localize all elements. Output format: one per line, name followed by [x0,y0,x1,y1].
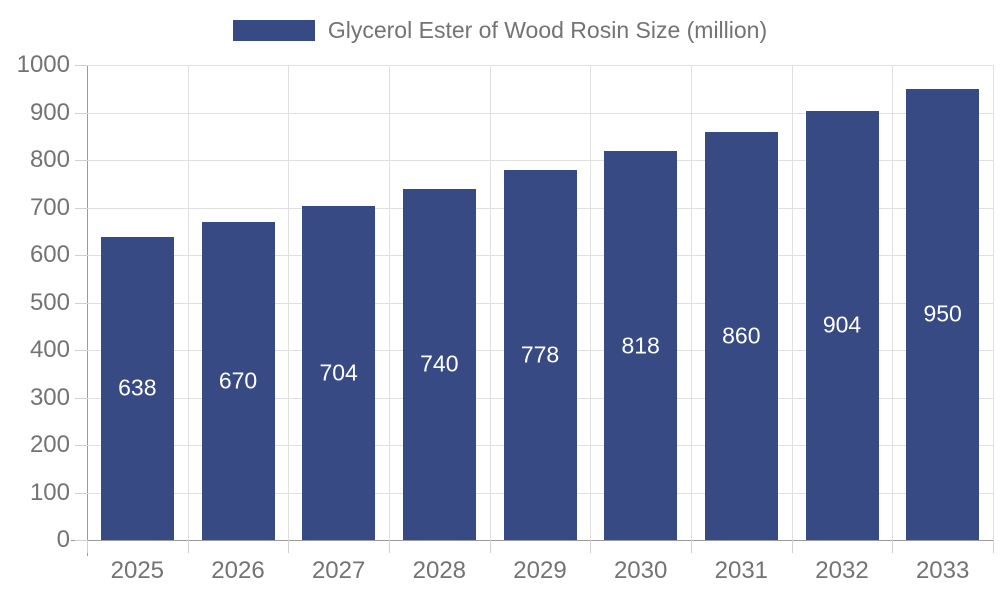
x-axis-tick [892,540,894,553]
x-axis-tick [187,540,189,553]
x-axis-tick [389,540,390,553]
x-axis-tick [288,540,290,553]
x-axis-tick-label: 2033 [915,557,970,584]
x-gridline [288,65,290,540]
x-axis-tick-label: 2032 [815,557,869,584]
y-axis-tick-label: 300 [29,383,70,411]
bar[interactable]: 904 [805,110,879,540]
y-axis-tick [75,65,87,66]
y-axis-tick [75,160,87,161]
x-axis-tick [87,540,88,553]
y-gridline [87,65,993,66]
y-axis-tick-label: 900 [29,98,70,126]
x-gridline [489,65,491,540]
y-axis-tick [75,302,87,304]
x-axis-tick [489,540,491,553]
x-axis-tick-label: 2029 [513,557,567,584]
y-axis-tick [75,445,87,446]
x-axis-tick-label: 2027 [311,557,366,584]
y-axis-tick [75,255,87,256]
y-axis-tick [75,207,87,209]
legend-swatch-icon [232,20,315,41]
x-axis-tick [993,540,994,553]
x-gridline [892,65,894,540]
bar-value-label: 638 [118,374,157,401]
x-axis-tick-label: 2030 [613,557,668,584]
x-gridline [187,65,189,540]
x-axis-line [71,540,993,541]
x-gridline [590,65,592,540]
y-axis-tick-label: 200 [29,431,70,458]
x-axis-tick [590,540,592,553]
y-gridline [87,160,993,161]
y-axis-tick [75,112,87,114]
y-axis-tick-label: 700 [29,193,70,221]
y-axis-tick [75,540,87,541]
x-axis-tick-label: 2028 [412,557,467,584]
bar[interactable]: 950 [906,88,980,540]
bar[interactable]: 778 [503,170,577,540]
y-gridline [87,112,993,114]
y-axis-tick [75,350,87,351]
bar-value-label: 818 [621,332,660,359]
x-gridline [993,65,994,540]
bar-value-label: 670 [218,367,258,394]
y-axis-tick-label: 1000 [16,51,70,78]
bar[interactable]: 704 [302,205,376,540]
x-gridline [691,65,692,540]
x-gridline [389,65,390,540]
y-axis-tick-label: 0 [56,526,70,553]
bar-value-label: 904 [822,311,862,338]
y-axis-tick [75,492,87,494]
y-axis-tick-label: 100 [29,478,70,506]
x-axis-tick [691,540,692,553]
chart-legend[interactable]: Glycerol Ester of Wood Rosin Size (milli… [0,17,1000,44]
y-axis-tick [75,397,87,399]
legend-label: Glycerol Ester of Wood Rosin Size (milli… [327,17,768,43]
bar-value-label: 740 [420,350,459,377]
bar-value-label: 704 [319,359,358,386]
bar[interactable]: 638 [100,236,174,540]
bar-value-label: 950 [923,300,962,327]
x-axis-tick-label: 2031 [714,557,769,584]
bar-value-label: 860 [722,322,761,349]
y-axis-tick-label: 400 [29,336,70,363]
x-axis-tick-label: 2025 [110,557,165,584]
bar-value-label: 778 [520,341,560,368]
bar[interactable]: 818 [604,151,678,540]
bar[interactable]: 740 [402,188,476,540]
y-axis-tick-label: 600 [29,241,70,268]
x-gridline [791,65,793,540]
y-axis-line [87,65,88,556]
y-axis-tick-label: 800 [29,146,70,173]
x-axis-tick [791,540,793,553]
bar[interactable]: 860 [704,131,778,540]
x-axis-tick-label: 2026 [211,557,265,584]
y-axis-tick-label: 500 [29,288,70,316]
bar[interactable]: 670 [201,221,275,540]
